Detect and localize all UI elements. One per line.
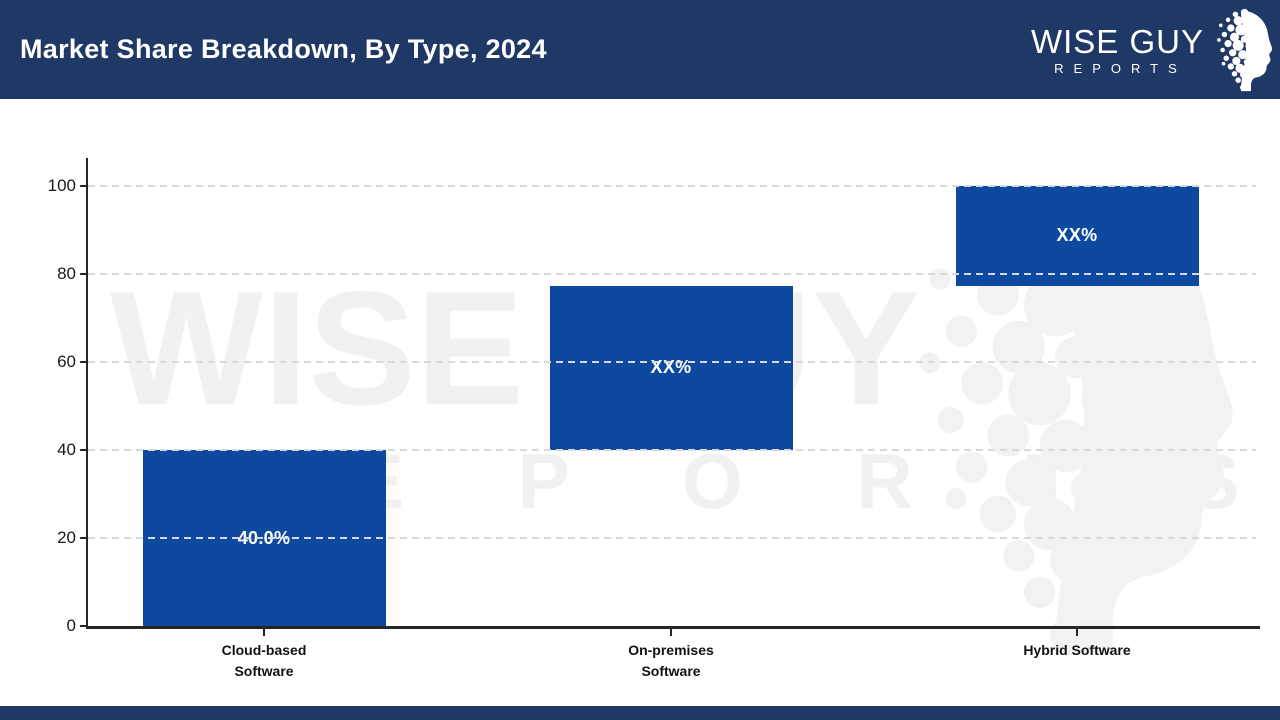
x-axis-tick	[263, 629, 265, 636]
x-axis-line	[86, 626, 1260, 629]
y-axis-tick-label: 80	[57, 264, 76, 283]
bar-3: XX%	[955, 186, 1199, 286]
y-axis-tick-label: 60	[57, 352, 76, 371]
category-label: On-premises Software	[561, 640, 781, 682]
y-axis-tick-label: 20	[57, 528, 76, 547]
category-label: Cloud-based Software	[154, 640, 374, 682]
category-label-line: Software	[234, 663, 294, 679]
y-axis-tick	[80, 625, 88, 627]
y-axis-line	[86, 158, 88, 628]
bar-value-label: XX%	[1056, 225, 1098, 246]
y-axis-tick	[80, 273, 88, 275]
footer-bar	[0, 706, 1280, 720]
wise-guy-reports-logo: WISE GUY REPORTS	[1031, 0, 1272, 99]
category-label-line: Hybrid Software	[1023, 642, 1131, 658]
gridline	[88, 185, 1256, 187]
category-label: Hybrid Software	[967, 640, 1187, 661]
logo-wordmark: WISE GUY	[1030, 22, 1204, 60]
y-axis-tick-label: 100	[47, 176, 76, 195]
category-label-line: On-premises	[628, 642, 714, 658]
logo-head-icon	[1208, 8, 1272, 92]
y-axis-tick	[80, 449, 88, 451]
y-axis-tick	[80, 185, 88, 187]
gridline	[88, 361, 1256, 363]
page-title: Market Share Breakdown, By Type, 2024	[20, 34, 547, 64]
gridline	[88, 273, 1256, 275]
x-axis-tick	[670, 629, 672, 636]
watermark-wordmark: WISE GUY	[110, 258, 921, 439]
bar-2: XX%	[549, 285, 793, 450]
logo-text: WISE GUY REPORTS	[1031, 25, 1204, 75]
logo-subtext: REPORTS	[1054, 60, 1187, 76]
y-axis-tick-label: 0	[66, 616, 76, 635]
y-axis-tick-label: 40	[57, 440, 76, 459]
gridline	[88, 537, 1256, 539]
x-axis-tick	[1076, 629, 1078, 636]
y-axis-tick	[80, 361, 88, 363]
y-axis-tick	[80, 537, 88, 539]
category-label-line: Software	[641, 663, 701, 679]
category-label-line: Cloud-based	[221, 642, 307, 658]
gridline	[88, 449, 1256, 451]
header-bar: Market Share Breakdown, By Type, 2024 WI…	[0, 0, 1280, 99]
